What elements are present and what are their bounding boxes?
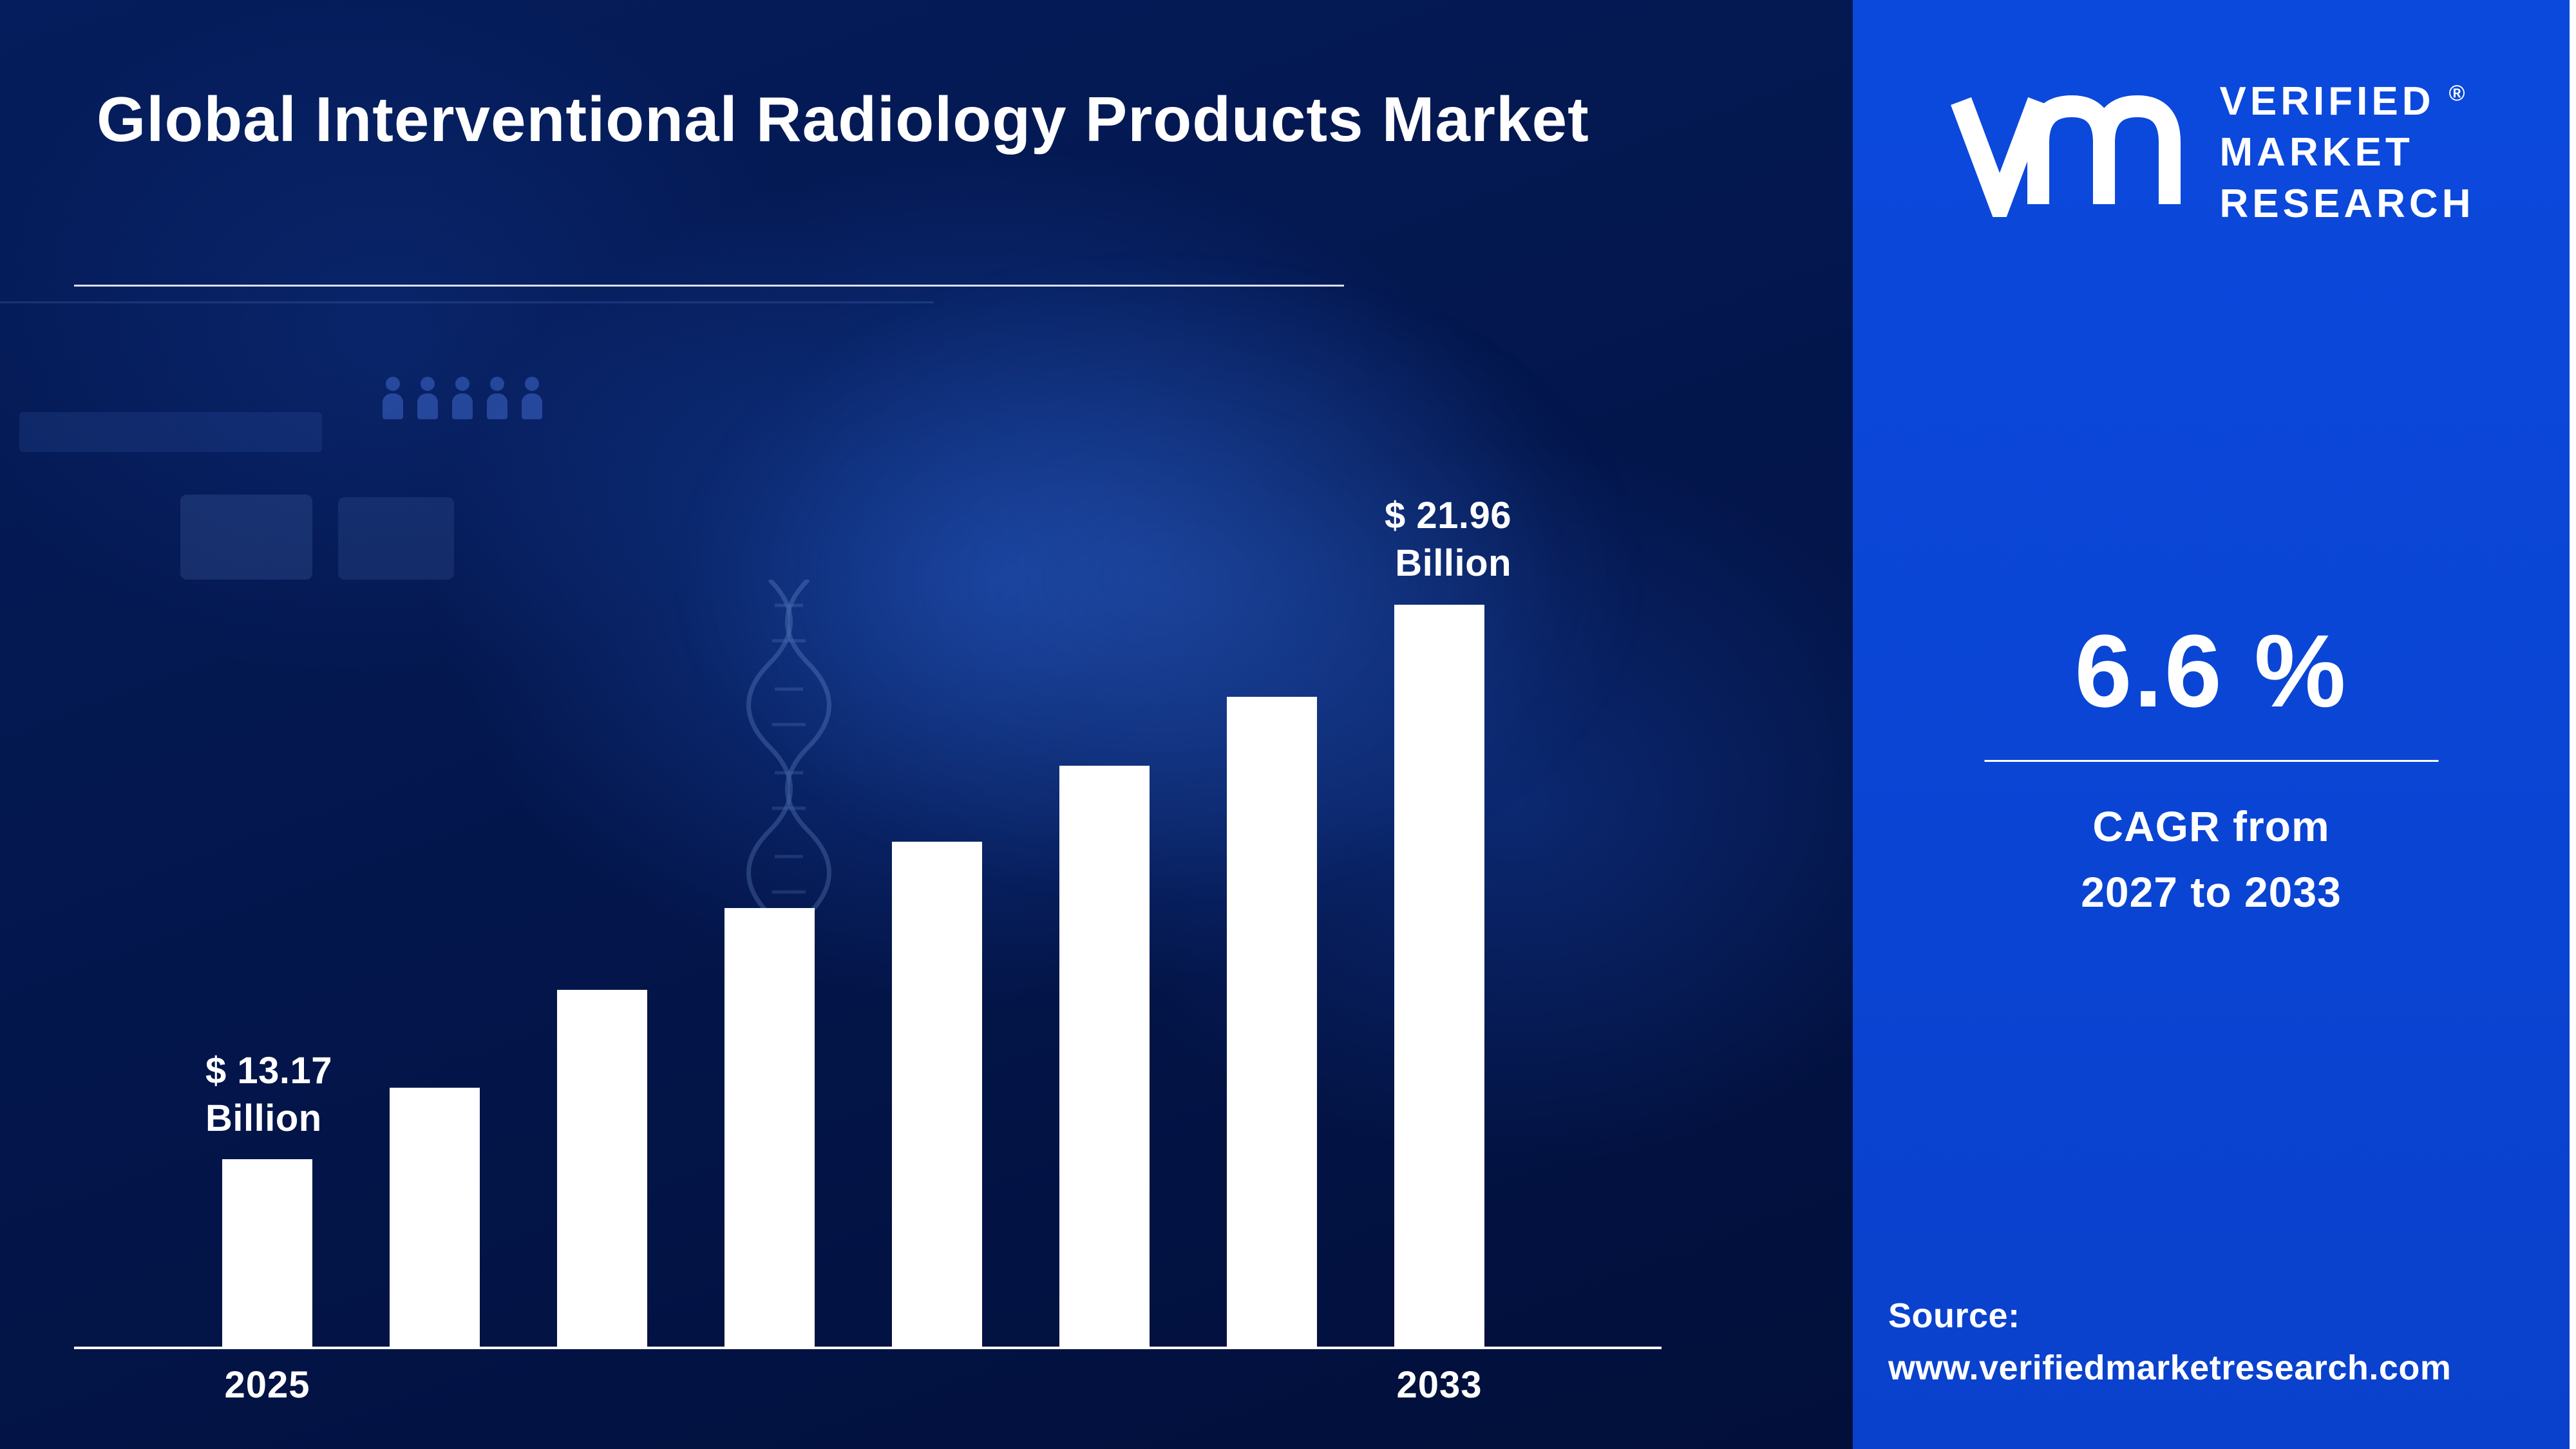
right-edge-strip	[2570, 0, 2576, 1449]
chart-bar	[222, 1159, 312, 1347]
chart-baseline	[74, 1347, 1662, 1349]
bar-group	[222, 605, 1484, 1347]
source-url[interactable]: www.verifiedmarketresearch.com	[1888, 1349, 2452, 1387]
vmr-monogram-icon	[1950, 95, 2181, 218]
chart-bar	[724, 908, 815, 1347]
cagr-value: 6.6 %	[2074, 613, 2348, 728]
bar-chart: $ 13.17 Billion $ 21.96 Billion 2025 203…	[74, 319, 1662, 1406]
brand-logo-block: VERIFIED ® MARKET RESEARCH	[1948, 76, 2475, 229]
x-axis-label-end: 2033	[1396, 1364, 1482, 1406]
chart-bar	[390, 1088, 480, 1347]
x-axis-label-start: 2025	[224, 1364, 310, 1406]
chart-bar	[1059, 766, 1150, 1347]
chart-section: Global Interventional Radiology Products…	[0, 0, 1853, 1449]
chart-bar	[1394, 605, 1484, 1347]
title-underline	[74, 285, 1344, 287]
chart-bar	[1227, 697, 1317, 1347]
last-bar-value-label: $ 21.96 Billion	[1385, 492, 1511, 587]
page-title: Global Interventional Radiology Products…	[97, 84, 1589, 155]
cagr-caption-line: 2027 to 2033	[2081, 868, 2342, 916]
brand-panel: VERIFIED ® MARKET RESEARCH 6.6 % CAGR fro…	[1853, 0, 2570, 1449]
stat-divider	[1984, 760, 2438, 762]
brand-name-line: VERIFIED ®	[2219, 79, 2465, 124]
unit-line: Billion	[205, 1097, 322, 1139]
value-line: $ 13.17	[205, 1049, 333, 1092]
chart-bar	[557, 990, 647, 1347]
chart-bar	[892, 842, 982, 1347]
brand-name-line: MARKET	[2219, 130, 2414, 175]
unit-line: Billion	[1395, 542, 1511, 584]
cagr-caption-line: CAGR from	[2092, 802, 2330, 850]
source-block: Source: www.verifiedmarketresearch.com	[1888, 1290, 2451, 1394]
background-decoration-line	[0, 301, 934, 303]
value-line: $ 21.96	[1384, 494, 1511, 536]
brand-name-line: RESEARCH	[2219, 181, 2475, 226]
first-bar-value-label: $ 13.17 Billion	[205, 1047, 332, 1142]
brand-name: VERIFIED ® MARKET RESEARCH	[2220, 76, 2475, 229]
registered-mark: ®	[2448, 81, 2465, 106]
source-label: Source:	[1888, 1296, 2020, 1335]
cagr-caption: CAGR from 2027 to 2033	[1853, 793, 2570, 925]
